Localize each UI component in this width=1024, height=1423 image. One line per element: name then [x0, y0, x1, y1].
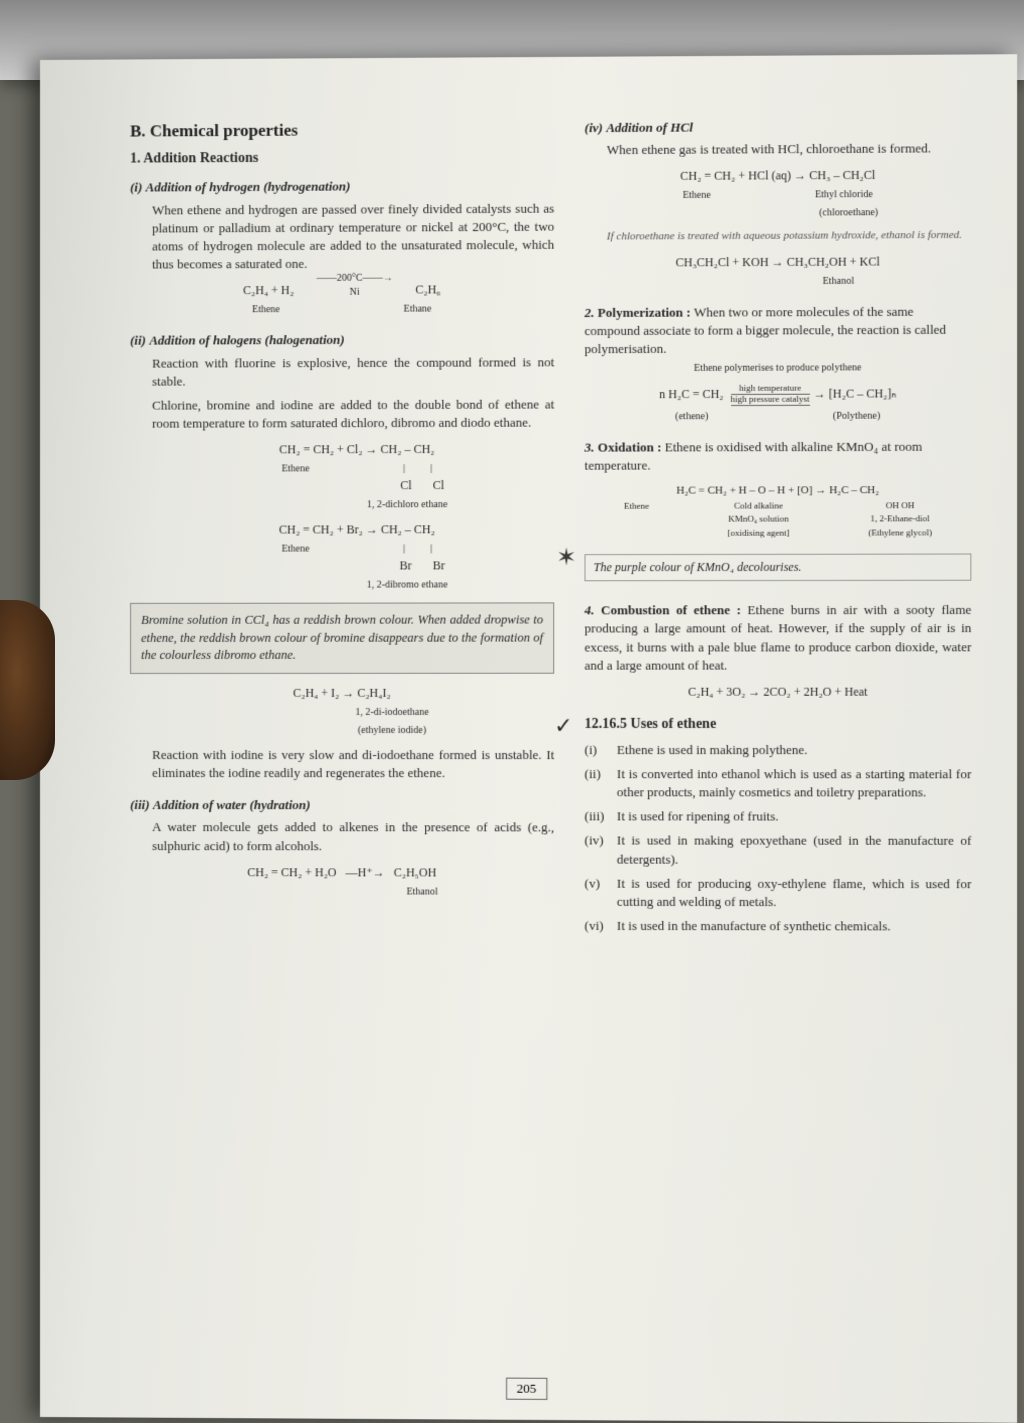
section-letter: B. [130, 121, 146, 140]
eq-oxidation: H₂C = CH₂ + H – O – H + [O] → H₂C – CH₂ … [585, 482, 972, 540]
item-iv: (iv) Addition of HCl When ethene gas is … [585, 117, 972, 290]
page-number: 205 [506, 1378, 548, 1400]
eq-dibromo: CH₂ = CH₂ + Br₂ → CH₂ – CH₂ Ethene | | B… [130, 520, 554, 593]
use-4: (iv)It is used in making epoxyethane (us… [585, 832, 972, 869]
item-ii-body1: Reaction with fluorine is explosive, hen… [130, 353, 554, 391]
textbook-page: B. Chemical properties 1. Addition React… [40, 54, 1017, 1423]
use-1: (i)Ethene is used in making polythene. [585, 741, 972, 759]
item-4-combustion: 4. Combustion of ethene : Ethene burns i… [585, 601, 972, 701]
item-ii-body3: Reaction with iodine is very slow and di… [130, 746, 554, 783]
checkmark-annotation-icon: ✓ [554, 711, 573, 742]
eq-hydration: CH₂ = CH₂ + H₂O —H⁺→ C₂H₅OH Ethanol [130, 863, 554, 900]
item-iii-body: A water molecule gets added to alkenes i… [130, 818, 554, 855]
item-iv-body1: When ethene gas is treated with HCl, chl… [585, 139, 972, 159]
eq-iodo: C₂H₄ + I₂ → C₂H₄I₂ 1, 2-di-iodoethane (e… [130, 684, 554, 738]
subsection-1: 1. Addition Reactions [130, 147, 554, 169]
item-ii-body2: Chlorine, bromine and iodine are added t… [130, 395, 554, 433]
eq-polymer: n H₂C = CH₂ high temperature high pressu… [585, 383, 972, 424]
uses-section: ✓ 12.16.5 Uses of ethene (i)Ethene is us… [585, 715, 972, 936]
right-column: (iv) Addition of HCl When ethene gas is … [585, 115, 972, 942]
left-column: B. Chemical properties 1. Addition React… [130, 117, 554, 941]
eq-dichloro: CH₂ = CH₂ + Cl₂ → CH₂ – CH₂ Ethene | | C… [130, 440, 554, 513]
item-iii: (iii) Addition of water (hydration) A wa… [130, 796, 554, 899]
item-i-head: (i) Addition of hydrogen (hydrogenation) [130, 177, 554, 197]
item-iv-head: (iv) Addition of HCl [585, 117, 972, 137]
item-3-oxidation: 3. Oxidation : Ethene is oxidised with a… [585, 438, 972, 588]
star-annotation-icon: ✶ [556, 543, 576, 577]
item-i-body: When ethene and hydrogen are passed over… [130, 199, 554, 274]
eq-combustion: C₂H₄ + 3O₂ → 2CO₂ + 2H₂O + Heat [585, 683, 972, 701]
eq-koh: CH₃CH₂Cl + KOH → CH₃CH₂OH + KCl Ethanol [585, 252, 972, 290]
section-b-heading: B. Chemical properties [130, 117, 554, 143]
use-3: (iii)It is used for ripening of fruits. [585, 808, 972, 827]
use-5: (v)It is used for producing oxy-ethylene… [585, 874, 972, 911]
item-2-polymer: 2. Polymerization : When two or more mol… [585, 302, 972, 424]
kmno4-note-box: The purple colour of KMnO₄ decolourises. [585, 554, 972, 582]
use-6: (vi)It is used in the manufacture of syn… [585, 917, 972, 936]
item-ii-head: (ii) Addition of halogens (halogenation) [130, 331, 554, 351]
use-2: (ii)It is converted into ethanol which i… [585, 765, 972, 802]
thumb-holding-page [0, 600, 55, 780]
two-column-content: B. Chemical properties 1. Addition React… [130, 115, 971, 942]
item-i: (i) Addition of hydrogen (hydrogenation)… [130, 177, 554, 318]
bromine-note-box: Bromine solution in CCl₄ has a reddish b… [130, 603, 554, 674]
section-title: Chemical properties [150, 121, 298, 141]
item-iii-head: (iii) Addition of water (hydration) [130, 796, 554, 814]
item-ii: (ii) Addition of halogens (halogenation)… [130, 331, 554, 783]
item-iv-body2: If chloroethane is treated with aqueous … [585, 228, 972, 245]
item-i-equation: C₂H₄ + H₂ ——200°C——→ Ni ———200°C——— C₂H₆… [130, 280, 554, 318]
eq-hcl: CH₂ = CH₂ + HCl (aq) → CH₃ – CH₂Cl Ethen… [585, 166, 972, 222]
